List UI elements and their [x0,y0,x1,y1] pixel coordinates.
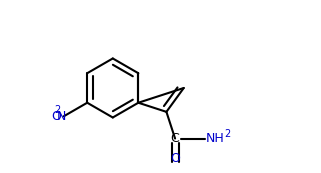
Text: C: C [171,132,179,145]
Text: O: O [51,110,61,123]
Text: 2: 2 [55,105,61,115]
Text: NH: NH [205,132,224,145]
Text: 2: 2 [224,129,230,139]
Text: N: N [56,110,66,123]
Text: O: O [170,152,180,166]
